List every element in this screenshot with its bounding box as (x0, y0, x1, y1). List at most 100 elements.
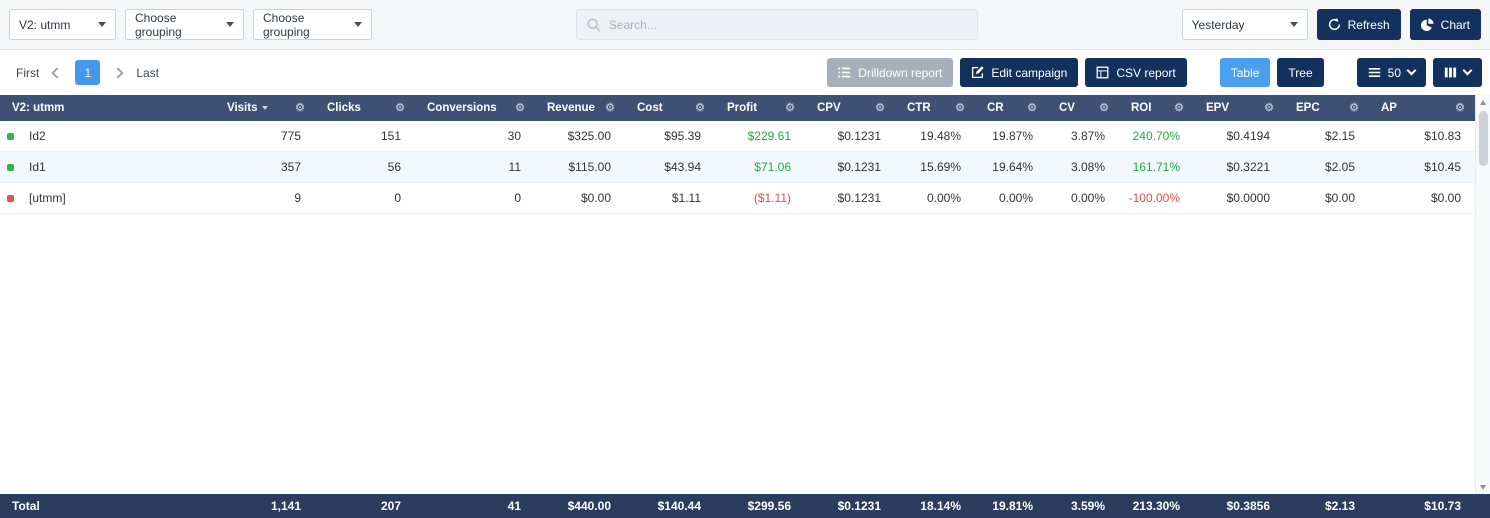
column-settings-gear-icon[interactable]: ⚙ (695, 101, 705, 114)
pagination-current-page[interactable]: 1 (75, 60, 101, 85)
scroll-up-icon[interactable] (1476, 95, 1490, 109)
column-settings-gear-icon[interactable]: ⚙ (1455, 101, 1465, 114)
cell-epc: $2.15 (1284, 121, 1369, 152)
edit-campaign-button[interactable]: Edit campaign (960, 58, 1079, 87)
cell-epv: $0.4194 (1194, 121, 1284, 152)
search-icon (587, 18, 601, 32)
chart-button[interactable]: Chart (1409, 9, 1481, 40)
column-header-roi[interactable]: ROI ⚙ (1119, 95, 1194, 121)
pagination-first[interactable]: First (16, 65, 40, 80)
grouping-dropdown-1[interactable]: Choose grouping (125, 9, 244, 40)
table-view-label: Table (1230, 65, 1260, 80)
csv-report-button[interactable]: CSV report (1085, 58, 1187, 87)
total-roi: 213.30% (1132, 499, 1180, 513)
cell-profit: $71.06 (715, 152, 805, 183)
page-size-value: 50 (1387, 65, 1401, 80)
campaign-token-dropdown[interactable]: V2: utmm (9, 9, 116, 40)
cell-roi: 240.70% (1119, 121, 1194, 152)
total-cr: 19.81% (992, 499, 1033, 513)
column-settings-gear-icon[interactable]: ⚙ (395, 101, 405, 114)
column-settings-gear-icon[interactable]: ⚙ (515, 101, 525, 114)
table-body: Id2 775 151 30 $325.00 $95.39 $229.61 $0.1231 19… (0, 121, 1475, 214)
cell-cv: 0.00% (1047, 183, 1119, 214)
cell-conversions: 11 (415, 152, 535, 183)
cell-visits: 357 (215, 152, 315, 183)
column-settings-gear-icon[interactable]: ⚙ (955, 101, 965, 114)
total-name: Total (12, 499, 40, 513)
column-header-cost[interactable]: Cost ⚙ (625, 95, 715, 121)
cell-epc: $0.00 (1284, 183, 1369, 214)
cell-revenue: $325.00 (535, 121, 625, 152)
column-label: Revenue (547, 102, 595, 114)
csv-report-label: CSV report (1116, 65, 1176, 80)
pagination-prev-icon[interactable] (51, 66, 63, 79)
drilldown-report-button[interactable]: Drilldown report (827, 58, 954, 87)
table-row[interactable]: Id1 357 56 11 $115.00 $43.94 $71.06 $0.1231 15.6… (0, 152, 1475, 183)
grouping-dropdown-2[interactable]: Choose grouping (253, 9, 372, 40)
cell-cv: 3.08% (1047, 152, 1119, 183)
cell-conversions: 30 (415, 121, 535, 152)
column-header-visits[interactable]: Visits ⚙ (215, 95, 315, 121)
column-header-clicks[interactable]: Clicks ⚙ (315, 95, 415, 121)
date-range-dropdown[interactable]: Yesterday (1181, 9, 1308, 40)
column-label: Clicks (327, 102, 361, 114)
column-settings-gear-icon[interactable]: ⚙ (1174, 101, 1184, 114)
column-header-ctr[interactable]: CTR ⚙ (895, 95, 975, 121)
column-header-ap[interactable]: AP ⚙ (1369, 95, 1475, 121)
tree-view-label: Tree (1288, 65, 1313, 80)
column-label: AP (1381, 102, 1397, 114)
cell-visits: 9 (215, 183, 315, 214)
column-header-epv[interactable]: EPV ⚙ (1194, 95, 1284, 121)
column-header-epc[interactable]: EPC ⚙ (1284, 95, 1369, 121)
column-settings-gear-icon[interactable]: ⚙ (605, 101, 615, 114)
column-settings-gear-icon[interactable]: ⚙ (785, 101, 795, 114)
cell-cv: 3.87% (1047, 121, 1119, 152)
scrollbar-thumb[interactable] (1478, 111, 1488, 166)
columns-dropdown[interactable] (1433, 58, 1482, 87)
report-table-area: V2: utmm Visits ⚙ Clicks ⚙ Conversions ⚙ Revenu… (0, 95, 1490, 494)
column-settings-gear-icon[interactable]: ⚙ (1264, 101, 1274, 114)
total-cpv: $0.1231 (837, 499, 881, 513)
cell-cr: 19.64% (975, 152, 1047, 183)
refresh-button-label: Refresh (1347, 17, 1390, 32)
table-view-button[interactable]: Table (1219, 58, 1271, 87)
tree-view-button[interactable]: Tree (1277, 58, 1324, 87)
column-label: Visits (227, 102, 258, 114)
column-header-profit[interactable]: Profit ⚙ (715, 95, 805, 121)
row-name-cell: Id1 (0, 152, 215, 183)
table-row[interactable]: [utmm] 9 0 0 $0.00 $1.11 ($1.11) $0.1231 0.00% 0.… (0, 183, 1475, 214)
total-ctr: 18.14% (920, 499, 961, 513)
column-settings-gear-icon[interactable]: ⚙ (1027, 101, 1037, 114)
search-input[interactable] (608, 17, 967, 32)
cell-roi: 161.71% (1119, 152, 1194, 183)
cell-ctr: 19.48% (895, 121, 975, 152)
column-label: Cost (637, 102, 663, 114)
column-header-cpv[interactable]: CPV ⚙ (805, 95, 895, 121)
column-header-cv[interactable]: CV ⚙ (1047, 95, 1119, 121)
chevron-down-icon (98, 22, 106, 27)
table-row[interactable]: Id2 775 151 30 $325.00 $95.39 $229.61 $0.1231 19… (0, 121, 1475, 152)
chart-button-label: Chart (1440, 17, 1470, 32)
columns-icon (1444, 67, 1457, 78)
column-header-cr[interactable]: CR ⚙ (975, 95, 1047, 121)
vertical-scrollbar[interactable] (1475, 95, 1490, 494)
total-ap: $10.73 (1424, 499, 1461, 513)
status-indicator (7, 195, 14, 202)
column-settings-gear-icon[interactable]: ⚙ (295, 101, 305, 114)
column-header-conversions[interactable]: Conversions ⚙ (415, 95, 535, 121)
column-settings-gear-icon[interactable]: ⚙ (875, 101, 885, 114)
column-label: EPV (1206, 102, 1230, 114)
hamburger-icon (1368, 68, 1380, 77)
column-settings-gear-icon[interactable]: ⚙ (1349, 101, 1359, 114)
cell-clicks: 56 (315, 152, 415, 183)
refresh-button[interactable]: Refresh (1316, 9, 1401, 40)
pagination-last[interactable]: Last (136, 65, 160, 80)
report-actions: Drilldown report Edit campaign CSV repor… (827, 58, 1482, 87)
column-header-revenue[interactable]: Revenue ⚙ (535, 95, 625, 121)
sort-desc-icon (262, 106, 269, 110)
page-size-dropdown[interactable]: 50 (1356, 58, 1426, 87)
pagination-next-icon[interactable] (112, 66, 124, 79)
grouping-2-value: Choose grouping (263, 10, 310, 39)
scroll-down-icon[interactable] (1476, 480, 1490, 494)
column-settings-gear-icon[interactable]: ⚙ (1099, 101, 1109, 114)
